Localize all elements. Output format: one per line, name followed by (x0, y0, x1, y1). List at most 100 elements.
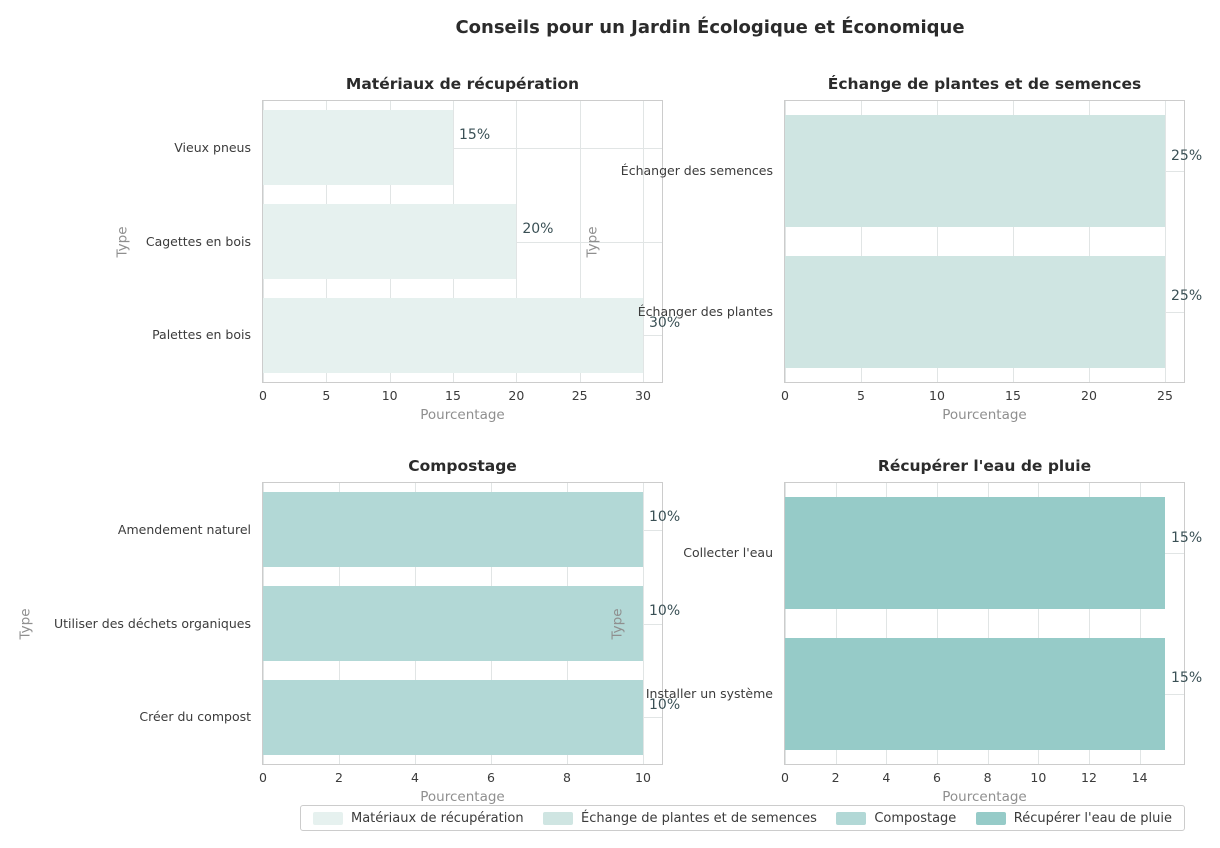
y-tick-label: Créer du compost (139, 708, 251, 724)
gridline-horizontal (263, 147, 662, 149)
subplot-title: Matériaux de récupération (345, 75, 580, 93)
gridline-vertical (886, 483, 888, 764)
x-tick-label: 15 (445, 388, 461, 403)
y-axis-label: Type (17, 607, 34, 640)
y-axis-label: Type (584, 225, 601, 258)
x-tick-label: 14 (1131, 770, 1148, 785)
bar-value-label: 15% (1171, 670, 1203, 687)
x-tick-label: 25 (571, 388, 588, 403)
bar (785, 115, 1165, 228)
x-tick-label: 20 (1081, 388, 1097, 403)
gridline-vertical (1165, 101, 1166, 382)
x-tick-label: 2 (335, 770, 343, 785)
bar-value-label: 25% (1171, 147, 1203, 164)
x-tick-label: 5 (322, 388, 331, 403)
plot-area: 0 5 10 15 20 25 25% Échanger des semences 25% Éch… (621, 101, 1202, 402)
subplot-title: Compostage (408, 457, 517, 475)
gridline-vertical (1038, 483, 1040, 764)
x-tick-label: 25 (1157, 388, 1173, 403)
bar-value-label: 15% (1171, 529, 1203, 546)
plot-area: 0 5 10 15 20 25 30 15% Vieux pneus 20% Cagettes en… (146, 101, 680, 402)
bar (785, 637, 1165, 750)
x-tick-label: 6 (933, 770, 941, 785)
gridline-vertical (1089, 101, 1090, 382)
gridline-vertical (861, 101, 862, 382)
figure-title: Conseils pour un Jardin Écologique et Éc… (455, 17, 965, 38)
bar (263, 297, 643, 373)
y-tick-label: Utiliser des déchets organiques (53, 615, 251, 631)
x-tick-label: 20 (508, 388, 525, 403)
x-axis-label: Pourcentage (942, 789, 1027, 805)
y-tick-label: Amendement naturel (117, 521, 251, 537)
gridline-vertical (785, 101, 786, 382)
y-tick-label: Cagettes en bois (145, 233, 251, 249)
gridline-vertical (937, 483, 938, 764)
bar-value-label: 10% (649, 509, 681, 526)
x-tick-label: 6 (487, 770, 495, 785)
bar-value-label: 20% (522, 220, 554, 237)
subplot-compostage: Compostage Type 0 2 4 6 8 10 10% Amendement nat… (17, 457, 680, 804)
x-tick-label: 8 (983, 770, 992, 785)
legend-color-swatch (313, 811, 343, 825)
y-axis-label: Type (609, 607, 626, 640)
x-tick-label: 0 (781, 770, 789, 785)
subplot-title: Récupérer l'eau de pluie (877, 457, 1092, 475)
bar-value-label: 10% (649, 696, 681, 713)
y-tick-label: Installer un système (645, 685, 773, 701)
plot-area: 0 2 4 6 8 10 10% Amendement naturel 10% Utiliser … (54, 483, 680, 784)
x-tick-label: 10 (381, 388, 398, 403)
x-tick-label: 10 (929, 388, 945, 403)
legend-item-label: Échange de plantes et de semences (581, 810, 817, 826)
x-tick-label: 10 (1030, 770, 1047, 785)
bar (263, 679, 643, 755)
gridline-vertical (1013, 101, 1014, 382)
x-tick-label: 30 (635, 388, 651, 403)
y-tick-label: Vieux pneus (174, 139, 251, 155)
y-axis-label: Type (114, 225, 131, 258)
gridline-vertical (1139, 483, 1141, 764)
legend: Matériaux de récupération Échange de plan… (300, 805, 1185, 831)
bar-value-label: 30% (649, 314, 681, 331)
subplot-echange-de-plantes: Échange de plantes et de semences Type 0… (584, 75, 1202, 422)
legend-color-swatch (975, 811, 1006, 825)
x-tick-label: 0 (781, 388, 789, 403)
legend-item-label: Récupérer l'eau de pluie (1013, 810, 1172, 826)
x-tick-label: 4 (882, 770, 891, 785)
legend-item: Compostage (836, 810, 957, 826)
bar-value-label: 10% (649, 602, 681, 619)
x-tick-label: 0 (259, 388, 267, 403)
bar-value-label: 25% (1171, 288, 1203, 305)
y-tick-label: Collecter l'eau (683, 545, 773, 560)
legend-item: Échange de plantes et de semences (543, 810, 817, 826)
subplot-materiaux-de-recuperation: Matériaux de récupération Type 0 5 10 15 20 2… (114, 75, 680, 422)
y-tick-label: Échanger des semences (620, 163, 773, 178)
bar (263, 492, 643, 568)
x-tick-label: 8 (563, 770, 571, 785)
x-axis-label: Pourcentage (420, 407, 505, 423)
x-axis-label: Pourcentage (420, 789, 505, 805)
gridline-vertical (987, 483, 989, 764)
x-tick-label: 12 (1081, 770, 1097, 785)
x-tick-label: 5 (857, 388, 865, 403)
x-tick-label: 15 (1005, 388, 1021, 403)
bar (263, 110, 453, 186)
subplot-title: Échange de plantes et de semences (827, 75, 1142, 93)
x-axis-label: Pourcentage (942, 407, 1027, 423)
x-tick-label: 4 (411, 770, 419, 785)
bar (785, 497, 1165, 610)
y-tick-label: Échanger des plantes (637, 303, 773, 319)
y-tick-label: Palettes en bois (152, 326, 251, 342)
gridline-vertical (785, 483, 786, 764)
bar-value-label: 15% (459, 127, 491, 144)
legend-color-swatch (836, 811, 867, 825)
x-tick-label: 0 (259, 770, 267, 785)
legend-item: Récupérer l'eau de pluie (975, 810, 1172, 826)
bar (785, 255, 1165, 368)
subplot-recuperer-eau-de-pluie: Récupérer l'eau de pluie Type 0 2 4 6 8 10 12 1… (609, 457, 1202, 804)
gridline-vertical (937, 101, 938, 382)
plot-area: 0 2 4 6 8 10 12 14 15% Collecter l'eau 15% Installe… (646, 483, 1202, 784)
x-tick-label: 10 (635, 770, 651, 785)
gridline-vertical (1089, 483, 1090, 764)
legend-item-label: Compostage (874, 810, 957, 826)
